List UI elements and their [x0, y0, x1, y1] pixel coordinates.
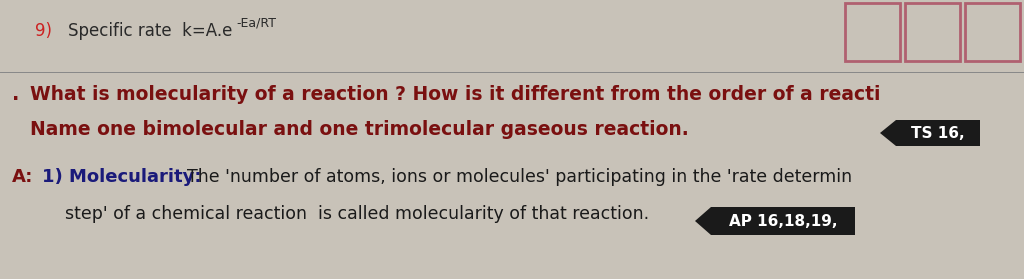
- Polygon shape: [695, 207, 855, 235]
- Text: 1) Molecularity:: 1) Molecularity:: [42, 168, 202, 186]
- Bar: [905, 3, 961, 61]
- Text: A:: A:: [12, 168, 34, 186]
- Text: 9): 9): [35, 22, 52, 40]
- Text: .: .: [12, 85, 19, 104]
- Text: -Ea/RT: -Ea/RT: [236, 17, 276, 30]
- Text: The 'number of atoms, ions or molecules' participating in the 'rate determin: The 'number of atoms, ions or molecules'…: [187, 168, 852, 186]
- Text: Specific rate  k=A.e: Specific rate k=A.e: [68, 22, 232, 40]
- Text: AP 16,18,19,: AP 16,18,19,: [729, 213, 838, 229]
- Bar: [845, 3, 900, 61]
- Text: step' of a chemical reaction  is called molecularity of that reaction.: step' of a chemical reaction is called m…: [65, 205, 649, 223]
- Text: Name one bimolecular and one trimolecular gaseous reaction.: Name one bimolecular and one trimolecula…: [30, 120, 689, 139]
- Text: TS 16,: TS 16,: [911, 126, 965, 141]
- Bar: [965, 3, 1020, 61]
- Text: What is molecularity of a reaction ? How is it different from the order of a rea: What is molecularity of a reaction ? How…: [30, 85, 881, 104]
- Polygon shape: [880, 120, 980, 146]
